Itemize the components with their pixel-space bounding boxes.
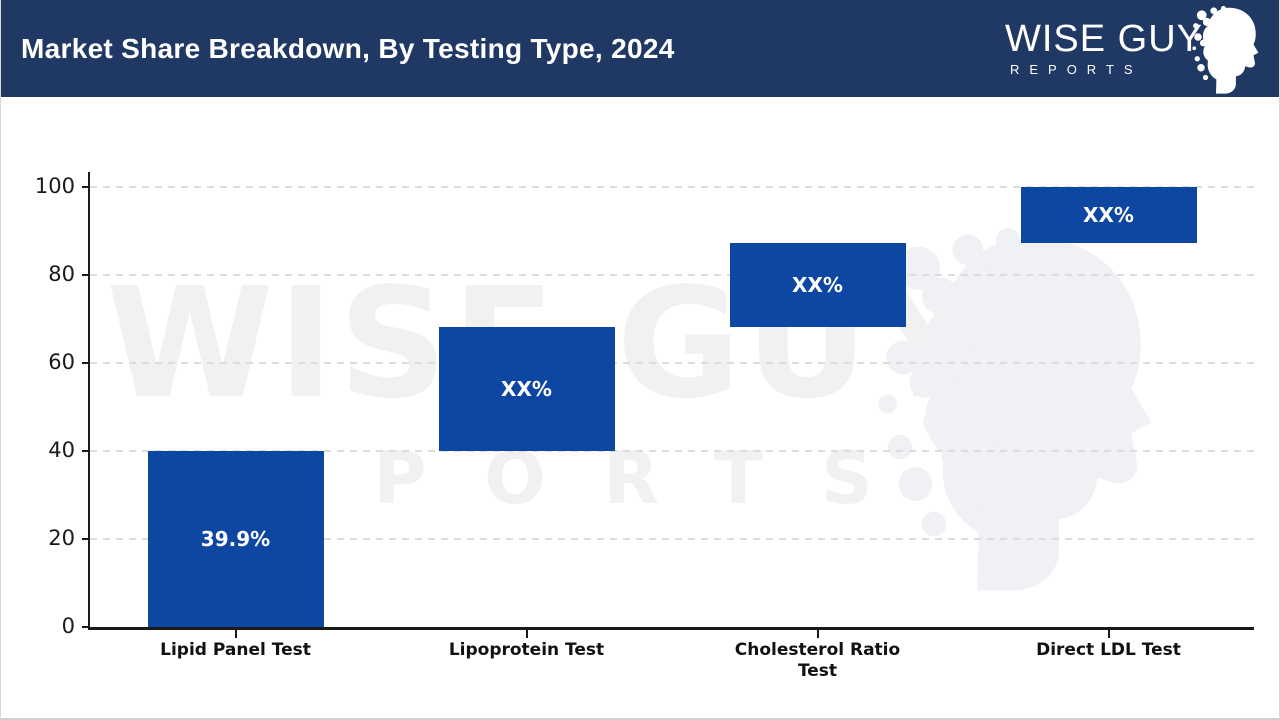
y-axis-tick-label: 0 <box>61 614 75 638</box>
x-axis-tick <box>234 630 237 638</box>
y-gridline <box>90 362 1254 364</box>
y-axis-tick <box>82 450 90 452</box>
y-axis-tick-label: 40 <box>48 438 75 462</box>
x-category-label: Cholesterol Ratio Test <box>734 640 901 681</box>
x-axis-tick <box>525 630 528 638</box>
bar-segment: XX% <box>729 242 906 327</box>
x-axis-tick <box>816 630 819 638</box>
brand-logo-sub: REPORTS <box>1009 62 1143 77</box>
y-gridline <box>90 450 1254 452</box>
y-axis-line <box>88 172 90 629</box>
app-header: Market Share Breakdown, By Testing Type,… <box>1 0 1279 97</box>
y-axis-tick <box>82 274 90 276</box>
x-category-label: Direct LDL Test <box>1036 640 1181 660</box>
bar-value-label: XX% <box>501 377 552 402</box>
y-gridline <box>90 186 1254 188</box>
y-gridline <box>90 274 1254 276</box>
bar-segment: XX% <box>1020 187 1197 243</box>
y-axis-tick <box>82 538 90 540</box>
y-gridline <box>90 538 1254 540</box>
x-category-label: Lipid Panel Test <box>160 640 311 660</box>
y-axis-tick-label: 60 <box>48 350 75 374</box>
x-category-label: Lipoprotein Test <box>448 640 605 660</box>
y-axis-tick-label: 100 <box>34 174 75 198</box>
bar-segment: 39.9% <box>147 451 324 627</box>
y-axis-tick <box>82 626 90 628</box>
brand-logo: WISE GUY REPORTS <box>1005 4 1267 94</box>
bar-value-label: XX% <box>792 272 843 297</box>
y-axis-tick-label: 80 <box>48 262 75 286</box>
bar-value-label: XX% <box>1083 202 1134 227</box>
x-axis-line <box>88 627 1254 630</box>
bar-segment: XX% <box>438 326 615 452</box>
watermark-head-logo-icon <box>878 228 1152 591</box>
y-axis-tick <box>82 362 90 364</box>
page-title: Market Share Breakdown, By Testing Type,… <box>21 32 675 64</box>
brand-logo-name: WISE GUY <box>1004 18 1203 60</box>
brand-head-logo-icon <box>1192 5 1259 94</box>
y-axis-tick <box>82 186 90 188</box>
y-axis-tick-label: 20 <box>48 526 75 550</box>
bar-value-label: 39.9% <box>200 527 271 552</box>
x-axis-tick <box>1107 630 1110 638</box>
